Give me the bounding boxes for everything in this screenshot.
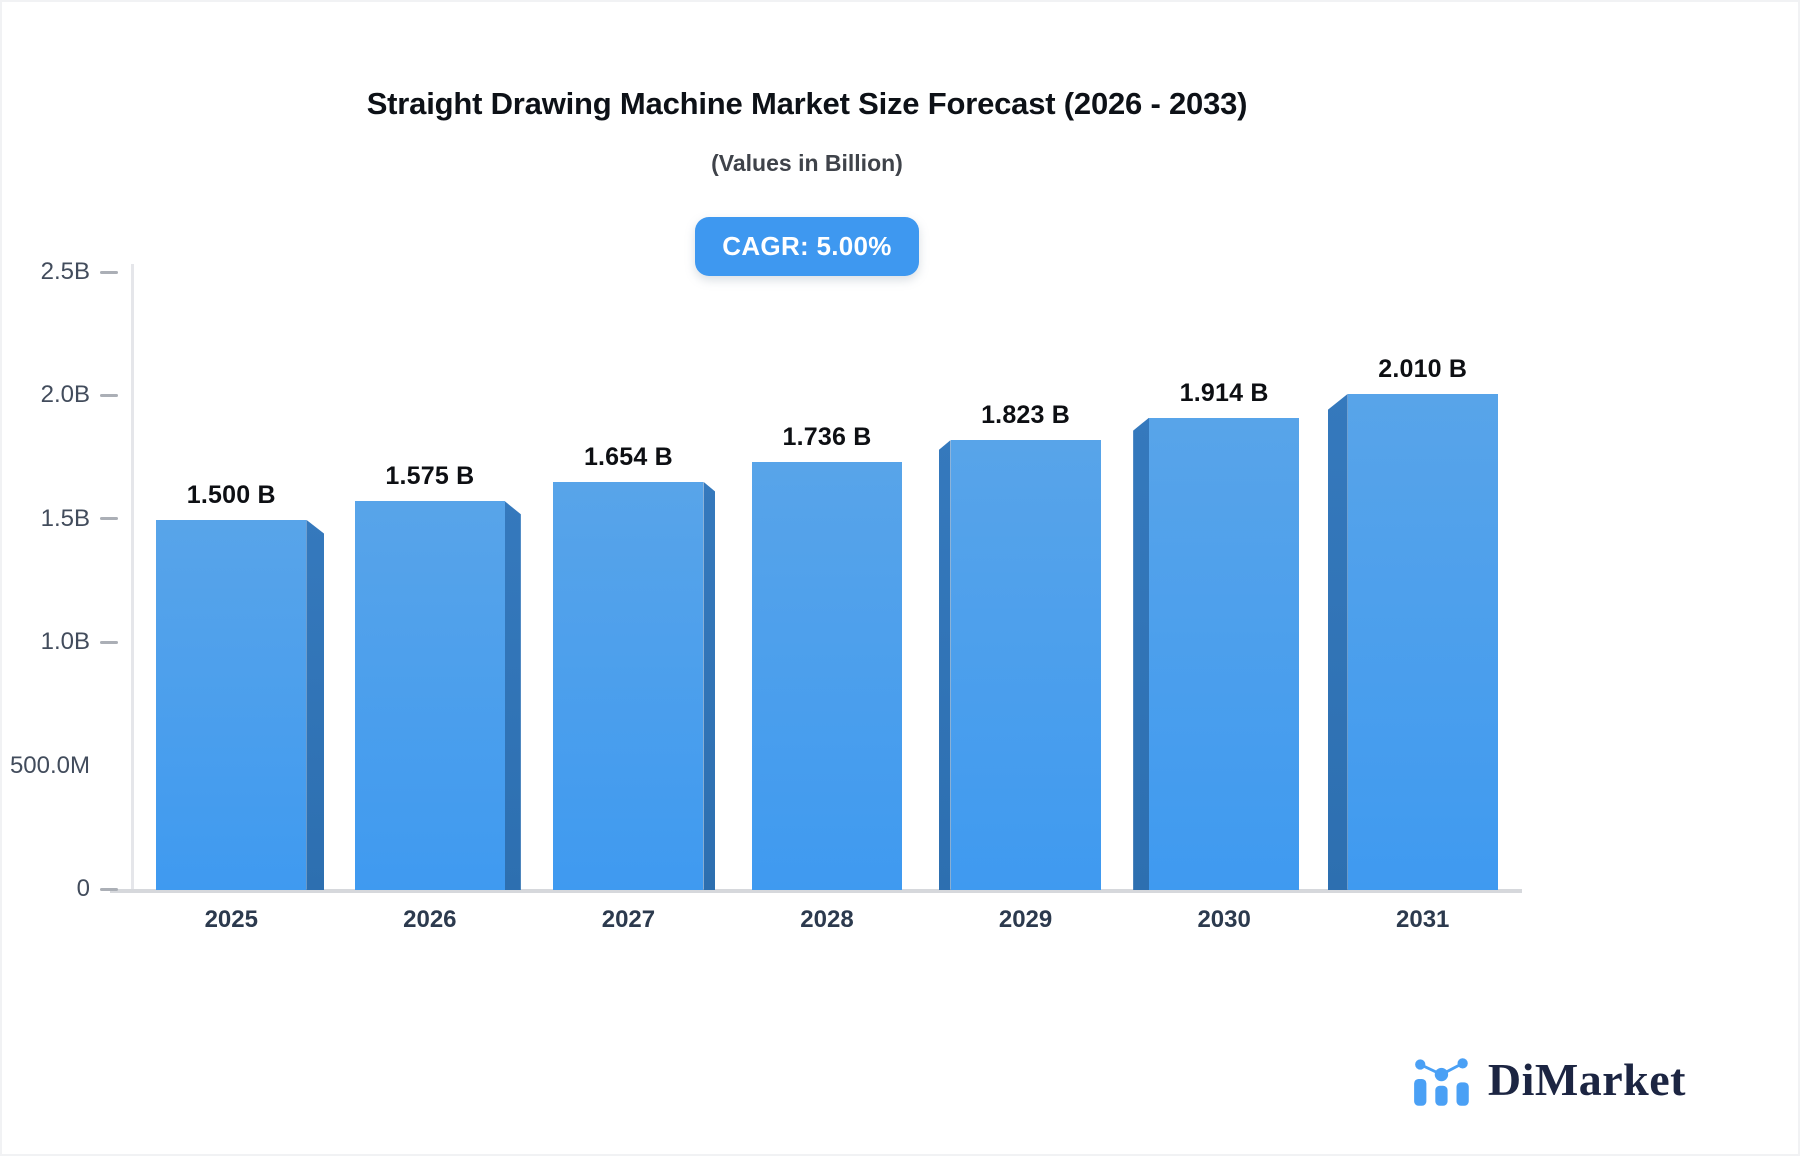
y-axis-tick-mark	[100, 270, 118, 274]
y-axis-tick-label: 2.5B	[40, 258, 90, 285]
y-axis-tick-label: 1.5B	[40, 504, 90, 532]
cagr-badge: CAGR: 5.00%	[695, 217, 919, 276]
chart-header: Straight Drawing Machine Market Size For…	[2, 2, 1612, 276]
bar-chart-logo-icon	[1413, 1058, 1469, 1106]
bar-3d-side	[938, 440, 951, 890]
bar-3d-side	[306, 519, 325, 890]
bar[interactable]	[752, 461, 902, 890]
y-axis-tick-mark	[100, 393, 118, 397]
y-axis-tick-label: 500.0M	[9, 751, 90, 779]
x-axis-category-label: 2025	[204, 906, 258, 933]
x-axis-category-label: 2028	[800, 906, 854, 933]
bar-value-label: 1.500 B	[186, 480, 276, 509]
bar-value-label: 2.010 B	[1378, 354, 1468, 383]
y-axis-tick-label: 1.0B	[40, 628, 90, 656]
x-axis-category-label: 2030	[1197, 906, 1251, 933]
y-axis-tick-mark	[100, 887, 118, 891]
bar-3d-side	[703, 481, 716, 890]
y-axis-tick-mark	[100, 517, 118, 521]
bar-value-label: 1.575 B	[385, 462, 475, 491]
bar[interactable]	[354, 501, 505, 890]
chart-title: Straight Drawing Machine Market Size For…	[366, 86, 1248, 121]
x-axis-baseline	[110, 889, 1522, 893]
y-axis-line	[131, 264, 134, 889]
bar[interactable]	[553, 481, 704, 890]
x-axis-category-label: 2027	[601, 906, 656, 933]
bar[interactable]	[1347, 393, 1498, 890]
bar-3d-side	[1327, 393, 1348, 890]
bar-value-label: 1.654 B	[583, 442, 673, 471]
y-axis-tick-mark	[100, 640, 118, 644]
bar-3d-side	[1133, 417, 1150, 890]
chart-subtitle: (Values in Billion)	[711, 150, 903, 176]
brand-logo: DiMarket	[1410, 1050, 1686, 1108]
bar-value-label: 1.736 B	[782, 422, 872, 451]
x-axis-category-label: 2031	[1396, 906, 1450, 933]
bar-value-label: 1.823 B	[981, 401, 1071, 430]
bar-3d-side	[504, 501, 521, 890]
y-axis-tick-label: 0	[76, 875, 90, 902]
bar[interactable]	[1149, 417, 1300, 890]
bar[interactable]	[156, 519, 307, 890]
brand-name: DiMarket	[1487, 1053, 1686, 1105]
bar-value-label: 1.914 B	[1179, 378, 1269, 407]
bar[interactable]	[950, 440, 1101, 890]
x-axis-category-label: 2029	[998, 906, 1053, 933]
x-axis-category-label: 2026	[403, 906, 457, 933]
y-axis-tick-label: 2.0B	[40, 381, 90, 409]
